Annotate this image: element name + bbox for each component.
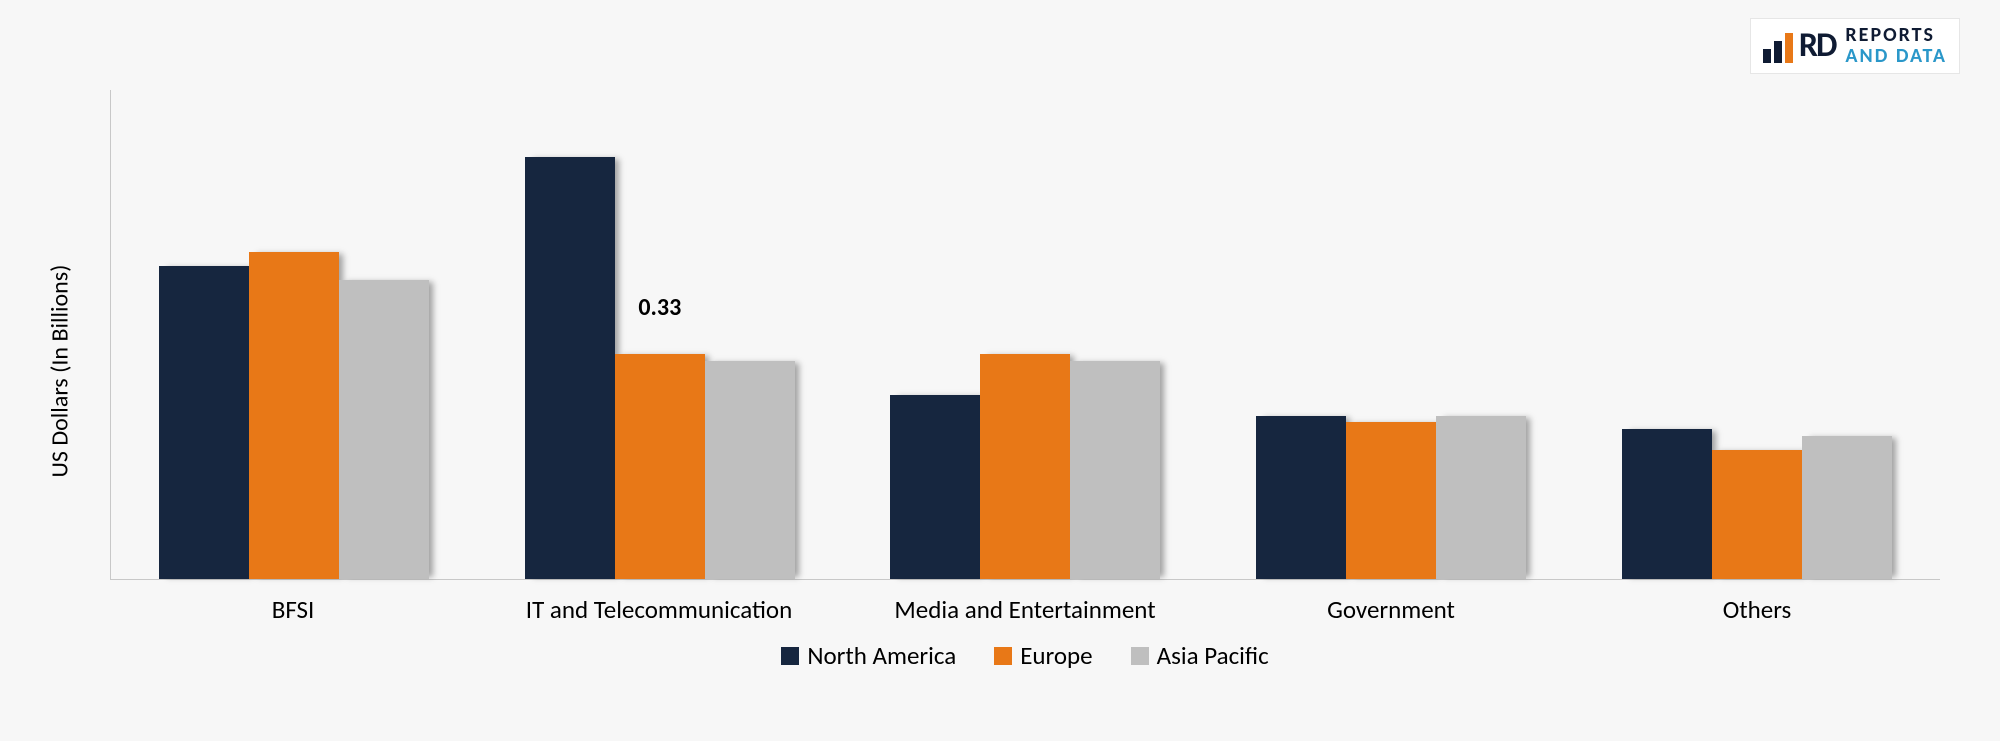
bar-north-america [1256, 416, 1346, 579]
bar-groups: 0.33 [111, 90, 1940, 579]
legend-item: North America [781, 640, 956, 671]
x-label: Government [1208, 588, 1574, 625]
chart-plot-area: 0.33 [110, 90, 1940, 580]
bar-asia-pacific [1802, 436, 1892, 579]
bar-asia-pacific [1070, 361, 1160, 579]
bar-group [1208, 90, 1574, 579]
bar-north-america [1622, 429, 1712, 579]
bar-europe [615, 354, 705, 579]
legend-swatch [994, 647, 1012, 665]
legend-item: Europe [994, 640, 1092, 671]
logo-line1: REPORTS [1845, 25, 1947, 46]
bar-europe [249, 252, 339, 579]
logo-line2: AND DATA [1845, 46, 1947, 67]
x-label: IT and Telecommunication [476, 588, 842, 625]
x-label: Others [1574, 588, 1940, 625]
legend-swatch [781, 647, 799, 665]
logo-mark: RD [1763, 29, 1836, 63]
logo-text: REPORTS AND DATA [1845, 25, 1947, 67]
bar-north-america [890, 395, 980, 579]
logo-bars-icon [1763, 29, 1793, 63]
bar-group [843, 90, 1209, 579]
data-label: 0.33 [638, 293, 681, 322]
bar-europe [1346, 422, 1436, 579]
legend-label: Europe [1020, 640, 1092, 671]
logo-letters: RD [1799, 29, 1836, 63]
bar-group: 0.33 [477, 90, 843, 579]
legend-swatch [1131, 647, 1149, 665]
x-label: BFSI [110, 588, 476, 625]
bar-europe [1712, 450, 1802, 579]
brand-logo: RD REPORTS AND DATA [1750, 18, 1960, 74]
x-label: Media and Entertainment [842, 588, 1208, 625]
legend-label: Asia Pacific [1157, 640, 1269, 671]
bar-group [111, 90, 477, 579]
y-axis-label: US Dollars (In Billions) [46, 264, 75, 477]
bar-asia-pacific [705, 361, 795, 579]
bar-north-america [525, 157, 615, 579]
x-axis-labels: BFSIIT and TelecommunicationMedia and En… [110, 588, 1940, 625]
legend-item: Asia Pacific [1131, 640, 1269, 671]
bar-europe [980, 354, 1070, 579]
legend-label: North America [807, 640, 956, 671]
bar-group [1574, 90, 1940, 579]
bar-asia-pacific [339, 280, 429, 579]
bar-north-america [159, 266, 249, 579]
chart-legend: North America Europe Asia Pacific [110, 640, 1940, 671]
bar-asia-pacific [1436, 416, 1526, 579]
